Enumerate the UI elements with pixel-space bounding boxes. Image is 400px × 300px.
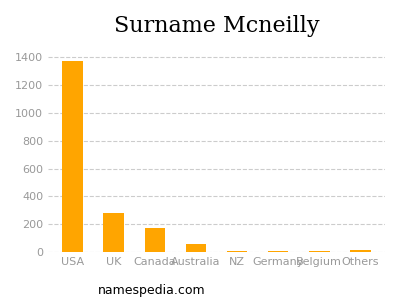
Bar — [227, 251, 247, 252]
Bar — [144, 228, 165, 252]
Title: Surname Mcneilly: Surname Mcneilly — [114, 15, 319, 37]
Bar — [186, 244, 206, 252]
Bar — [62, 61, 83, 252]
Text: namespedia.com: namespedia.com — [98, 284, 206, 297]
Bar — [309, 251, 330, 252]
Bar — [268, 251, 288, 252]
Bar — [350, 250, 371, 252]
Bar — [104, 213, 124, 252]
